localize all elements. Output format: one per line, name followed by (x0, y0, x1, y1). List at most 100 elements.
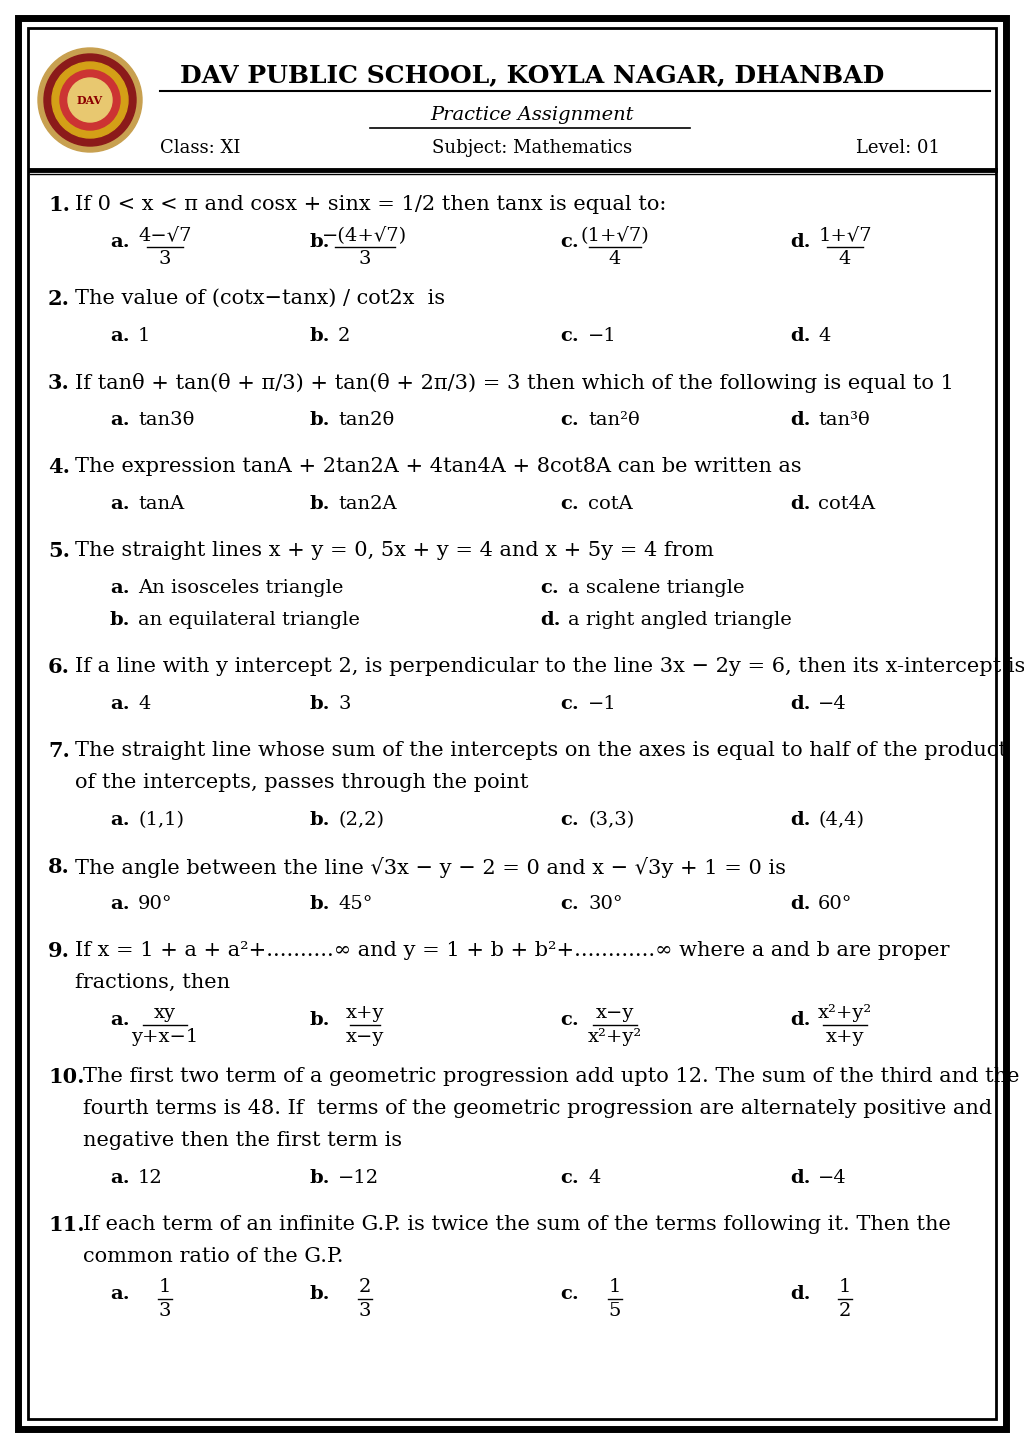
Text: If x = 1 + a + a²+..........∞ and y = 1 + b + b²+............∞ where a and b are: If x = 1 + a + a²+..........∞ and y = 1 … (75, 941, 949, 959)
Text: 1: 1 (839, 1278, 851, 1297)
Text: 7.: 7. (48, 741, 70, 761)
Text: tan3θ: tan3θ (138, 411, 195, 428)
Text: If 0 < x < π and cosx + sinx = 1/2 then tanx is equal to:: If 0 < x < π and cosx + sinx = 1/2 then … (75, 195, 667, 214)
Text: b.: b. (310, 1285, 331, 1302)
Text: If a line with y intercept 2, is perpendicular to the line 3x − 2y = 6, then its: If a line with y intercept 2, is perpend… (75, 657, 1024, 676)
Text: 45°: 45° (338, 896, 373, 913)
Text: xy: xy (154, 1004, 176, 1022)
Text: c.: c. (560, 327, 579, 344)
Text: c.: c. (560, 1011, 579, 1029)
Text: tan³θ: tan³θ (818, 411, 869, 428)
Text: d.: d. (790, 495, 811, 514)
Text: The straight lines x + y = 0, 5x + y = 4 and x + 5y = 4 from: The straight lines x + y = 0, 5x + y = 4… (75, 541, 714, 560)
Text: 6.: 6. (48, 657, 70, 677)
Text: Class: XI: Class: XI (160, 139, 241, 158)
Text: fourth terms is 48. If  terms of the geometric progression are alternately posit: fourth terms is 48. If terms of the geom… (83, 1100, 992, 1119)
Text: 1+√7: 1+√7 (818, 226, 871, 245)
Circle shape (68, 78, 112, 122)
Text: d.: d. (790, 896, 811, 913)
Text: c.: c. (560, 695, 579, 713)
Text: −1: −1 (588, 695, 616, 713)
Text: a.: a. (110, 1011, 130, 1029)
Text: y+x−1: y+x−1 (131, 1027, 199, 1046)
Text: d.: d. (790, 327, 811, 344)
Text: −1: −1 (588, 327, 616, 344)
Text: common ratio of the G.P.: common ratio of the G.P. (83, 1247, 343, 1266)
Text: d.: d. (790, 810, 811, 829)
Text: DAV: DAV (77, 94, 103, 106)
Text: a.: a. (110, 233, 130, 250)
Text: tan2θ: tan2θ (338, 411, 394, 428)
Text: cotA: cotA (588, 495, 633, 514)
Text: 30°: 30° (588, 896, 623, 913)
Text: b.: b. (310, 1011, 331, 1029)
Text: 2.: 2. (48, 289, 70, 310)
Text: an equilateral triangle: an equilateral triangle (138, 611, 359, 629)
Text: The expression tanA + 2tan2A + 4tan4A + 8cot8A can be written as: The expression tanA + 2tan2A + 4tan4A + … (75, 457, 802, 476)
Text: a right angled triangle: a right angled triangle (568, 611, 792, 629)
Text: b.: b. (310, 1169, 331, 1187)
Text: The value of (cotx−tanx) / cot2x  is: The value of (cotx−tanx) / cot2x is (75, 289, 445, 308)
Text: (1+√7): (1+√7) (581, 226, 649, 245)
Text: x+y: x+y (346, 1004, 384, 1022)
Text: b.: b. (310, 411, 331, 428)
Text: 1: 1 (609, 1278, 622, 1297)
Text: If tanθ + tan(θ + π/3) + tan(θ + 2π/3) = 3 then which of the following is equal : If tanθ + tan(θ + π/3) + tan(θ + 2π/3) =… (75, 373, 954, 394)
Text: negative then the first term is: negative then the first term is (83, 1132, 402, 1150)
Text: 9.: 9. (48, 941, 70, 961)
Circle shape (38, 48, 142, 152)
Circle shape (52, 62, 128, 137)
Text: d.: d. (790, 1169, 811, 1187)
Text: a.: a. (110, 810, 130, 829)
Text: fractions, then: fractions, then (75, 972, 230, 993)
Text: x²+y²: x²+y² (588, 1027, 642, 1046)
Text: tan2A: tan2A (338, 495, 396, 514)
Text: −12: −12 (338, 1169, 379, 1187)
Text: x²+y²: x²+y² (818, 1004, 872, 1022)
Text: 90°: 90° (138, 896, 173, 913)
Text: 3: 3 (358, 1302, 372, 1320)
Text: 1.: 1. (48, 195, 70, 216)
Text: c.: c. (560, 411, 579, 428)
Text: 4: 4 (609, 250, 622, 268)
Text: a.: a. (110, 411, 130, 428)
Text: d.: d. (790, 411, 811, 428)
Text: 4: 4 (839, 250, 851, 268)
Text: 10.: 10. (48, 1066, 85, 1087)
Text: 2: 2 (839, 1302, 851, 1320)
Text: c.: c. (560, 1285, 579, 1302)
Text: d.: d. (790, 233, 811, 250)
Text: c.: c. (560, 810, 579, 829)
Text: (2,2): (2,2) (338, 810, 384, 829)
Text: 8.: 8. (48, 857, 70, 877)
Text: Practice Assignment: Practice Assignment (430, 106, 634, 124)
Text: If each term of an infinite G.P. is twice the sum of the terms following it. The: If each term of an infinite G.P. is twic… (83, 1215, 951, 1234)
Text: b.: b. (310, 695, 331, 713)
Text: c.: c. (560, 233, 579, 250)
Text: 4.: 4. (48, 457, 70, 478)
Text: 3: 3 (338, 695, 350, 713)
Text: The straight line whose sum of the intercepts on the axes is equal to half of th: The straight line whose sum of the inter… (75, 741, 1007, 760)
Text: b.: b. (110, 611, 130, 629)
Text: a scalene triangle: a scalene triangle (568, 579, 744, 598)
Circle shape (60, 69, 120, 130)
Text: c.: c. (540, 579, 559, 598)
Text: a.: a. (110, 579, 130, 598)
Text: b.: b. (310, 233, 331, 250)
Text: b.: b. (310, 495, 331, 514)
Text: x+y: x+y (825, 1027, 864, 1046)
Text: Level: 01: Level: 01 (856, 139, 940, 158)
Text: 3.: 3. (48, 373, 70, 394)
Text: a.: a. (110, 327, 130, 344)
Text: b.: b. (310, 810, 331, 829)
Text: a.: a. (110, 896, 130, 913)
Text: 2: 2 (358, 1278, 371, 1297)
Text: c.: c. (560, 896, 579, 913)
Text: 4: 4 (138, 695, 151, 713)
Text: b.: b. (310, 327, 331, 344)
Text: (4,4): (4,4) (818, 810, 864, 829)
Circle shape (44, 54, 136, 146)
Text: x−y: x−y (596, 1004, 634, 1022)
Text: d.: d. (790, 1285, 811, 1302)
Text: a.: a. (110, 1169, 130, 1187)
